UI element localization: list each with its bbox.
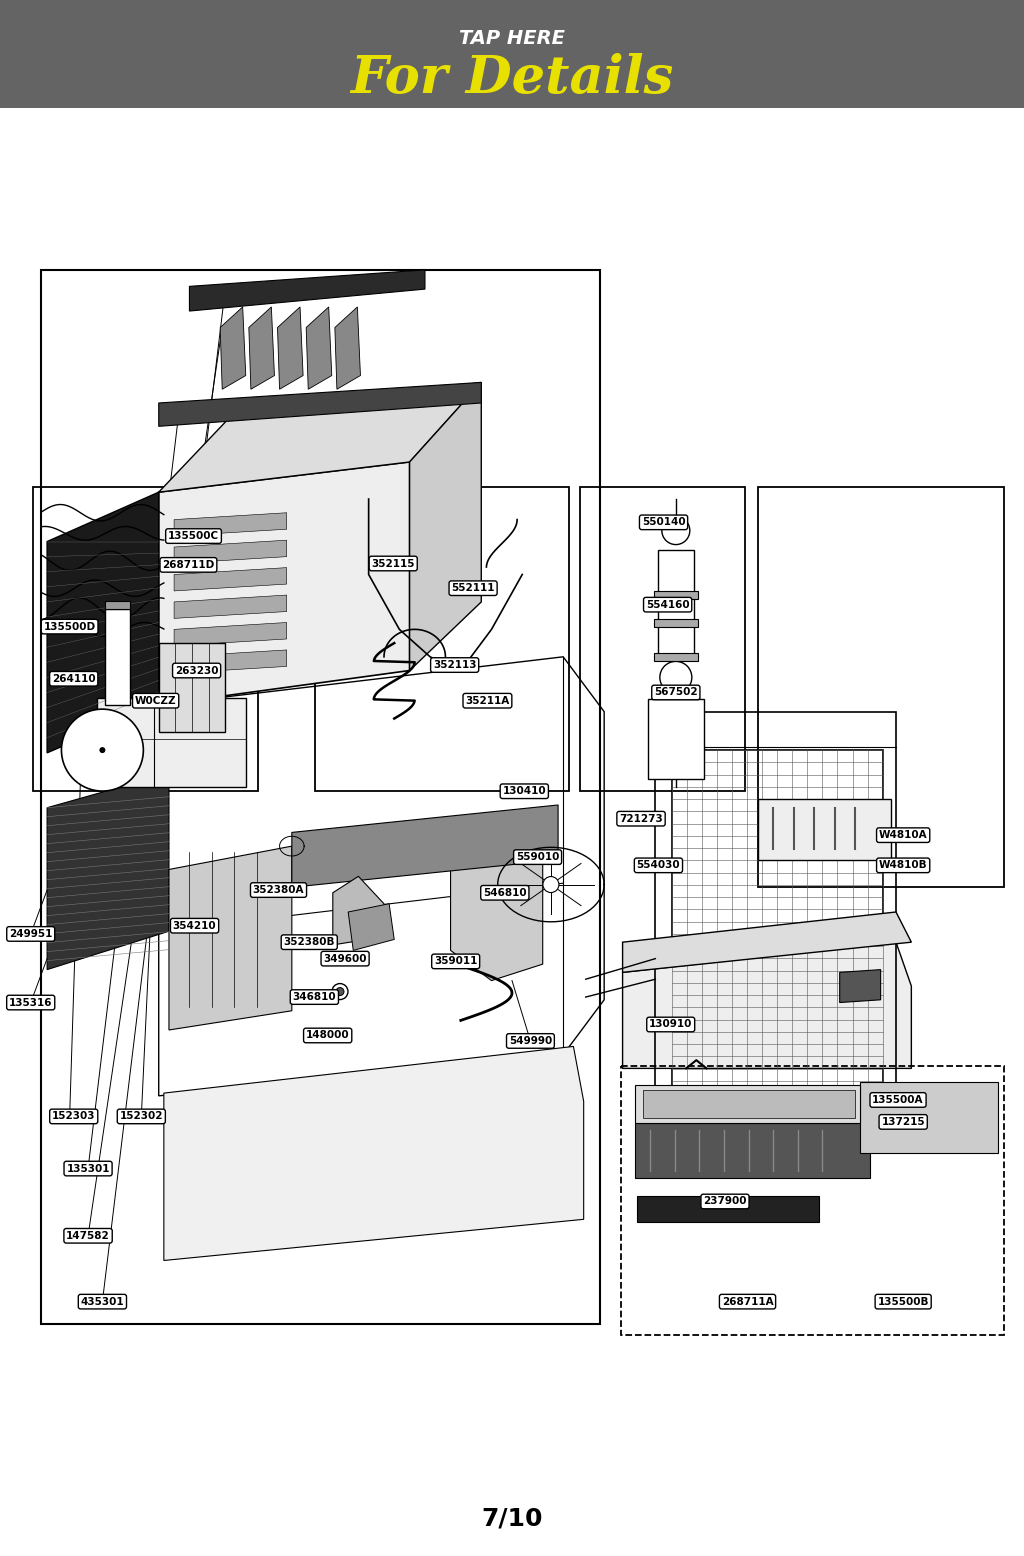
Text: 354210: 354210 (173, 921, 216, 930)
Text: 237900: 237900 (703, 1197, 746, 1206)
Text: 263230: 263230 (175, 666, 218, 675)
Text: 264110: 264110 (52, 674, 95, 683)
Polygon shape (105, 601, 130, 608)
Text: 147582: 147582 (67, 1231, 110, 1240)
Polygon shape (654, 591, 697, 599)
Text: 352380A: 352380A (253, 885, 304, 895)
Text: 268711A: 268711A (722, 1296, 773, 1307)
Polygon shape (623, 943, 911, 1069)
Text: 135500A: 135500A (872, 1095, 924, 1105)
Text: 148000: 148000 (306, 1030, 349, 1041)
Text: 559010: 559010 (516, 853, 559, 862)
Text: W4810B: W4810B (879, 860, 928, 870)
Text: 135316: 135316 (9, 997, 52, 1008)
Text: 152302: 152302 (120, 1111, 163, 1122)
Polygon shape (159, 383, 481, 426)
Text: 130410: 130410 (503, 786, 546, 797)
Text: 249951: 249951 (9, 929, 52, 938)
Polygon shape (159, 462, 410, 705)
Circle shape (662, 517, 690, 545)
Circle shape (99, 747, 105, 753)
Polygon shape (635, 1085, 860, 1123)
Polygon shape (174, 568, 287, 591)
Polygon shape (643, 1091, 855, 1117)
Polygon shape (637, 1197, 819, 1221)
Circle shape (659, 661, 692, 694)
Polygon shape (623, 912, 911, 972)
Polygon shape (758, 800, 891, 860)
Polygon shape (410, 383, 481, 671)
Text: 268711D: 268711D (162, 560, 215, 569)
Polygon shape (278, 307, 303, 389)
Circle shape (332, 983, 348, 999)
Text: W0CZZ: W0CZZ (135, 696, 176, 706)
Polygon shape (451, 850, 543, 980)
Text: 352115: 352115 (372, 559, 415, 568)
Text: 137215: 137215 (882, 1117, 925, 1127)
Text: 549990: 549990 (509, 1036, 552, 1046)
Bar (105, 608, 130, 705)
Polygon shape (47, 773, 169, 969)
Polygon shape (654, 654, 697, 661)
Polygon shape (249, 307, 274, 389)
Text: 135500D: 135500D (44, 621, 95, 632)
Text: 349600: 349600 (324, 954, 367, 963)
Polygon shape (860, 1081, 998, 1153)
Polygon shape (159, 383, 481, 492)
Polygon shape (220, 307, 246, 389)
Polygon shape (174, 540, 287, 563)
Text: For Details: For Details (350, 53, 674, 104)
Text: 7/10: 7/10 (481, 1506, 543, 1530)
Polygon shape (174, 513, 287, 537)
Text: 130910: 130910 (649, 1019, 692, 1030)
Text: 35211A: 35211A (465, 696, 510, 706)
Text: 352113: 352113 (433, 660, 476, 671)
Text: 359011: 359011 (434, 957, 477, 966)
Polygon shape (169, 846, 292, 1030)
Text: 550140: 550140 (642, 517, 685, 527)
Text: 352380B: 352380B (284, 937, 335, 948)
Bar (159, 643, 225, 733)
Text: 152303: 152303 (52, 1111, 95, 1122)
Polygon shape (174, 594, 287, 618)
Polygon shape (292, 804, 558, 887)
Text: 135500C: 135500C (168, 531, 219, 541)
Polygon shape (174, 650, 287, 674)
Polygon shape (97, 699, 246, 787)
Text: 552111: 552111 (452, 584, 495, 593)
Polygon shape (635, 1123, 870, 1178)
Polygon shape (672, 750, 883, 1094)
Polygon shape (333, 876, 384, 944)
Text: 554160: 554160 (646, 599, 689, 610)
Polygon shape (335, 307, 360, 389)
Text: 135301: 135301 (67, 1164, 110, 1173)
Polygon shape (47, 492, 159, 753)
Text: W4810A: W4810A (879, 831, 928, 840)
Text: 721273: 721273 (620, 814, 663, 823)
Circle shape (61, 710, 143, 790)
Polygon shape (174, 622, 287, 646)
Text: TAP HERE: TAP HERE (459, 30, 565, 48)
Circle shape (543, 876, 559, 893)
Text: 554030: 554030 (637, 860, 680, 870)
Bar (648, 699, 703, 780)
Polygon shape (306, 307, 332, 389)
Bar (657, 549, 694, 660)
Text: 435301: 435301 (81, 1296, 124, 1307)
Text: 346810: 346810 (293, 993, 336, 1002)
Polygon shape (840, 969, 881, 1002)
Bar (0, 0, 1024, 107)
Text: 546810: 546810 (483, 888, 526, 898)
Circle shape (336, 988, 344, 996)
Text: 135500B: 135500B (878, 1296, 929, 1307)
Polygon shape (654, 618, 697, 627)
Polygon shape (164, 1047, 584, 1260)
Text: 567502: 567502 (654, 688, 697, 697)
Polygon shape (189, 269, 425, 311)
Polygon shape (348, 904, 394, 951)
